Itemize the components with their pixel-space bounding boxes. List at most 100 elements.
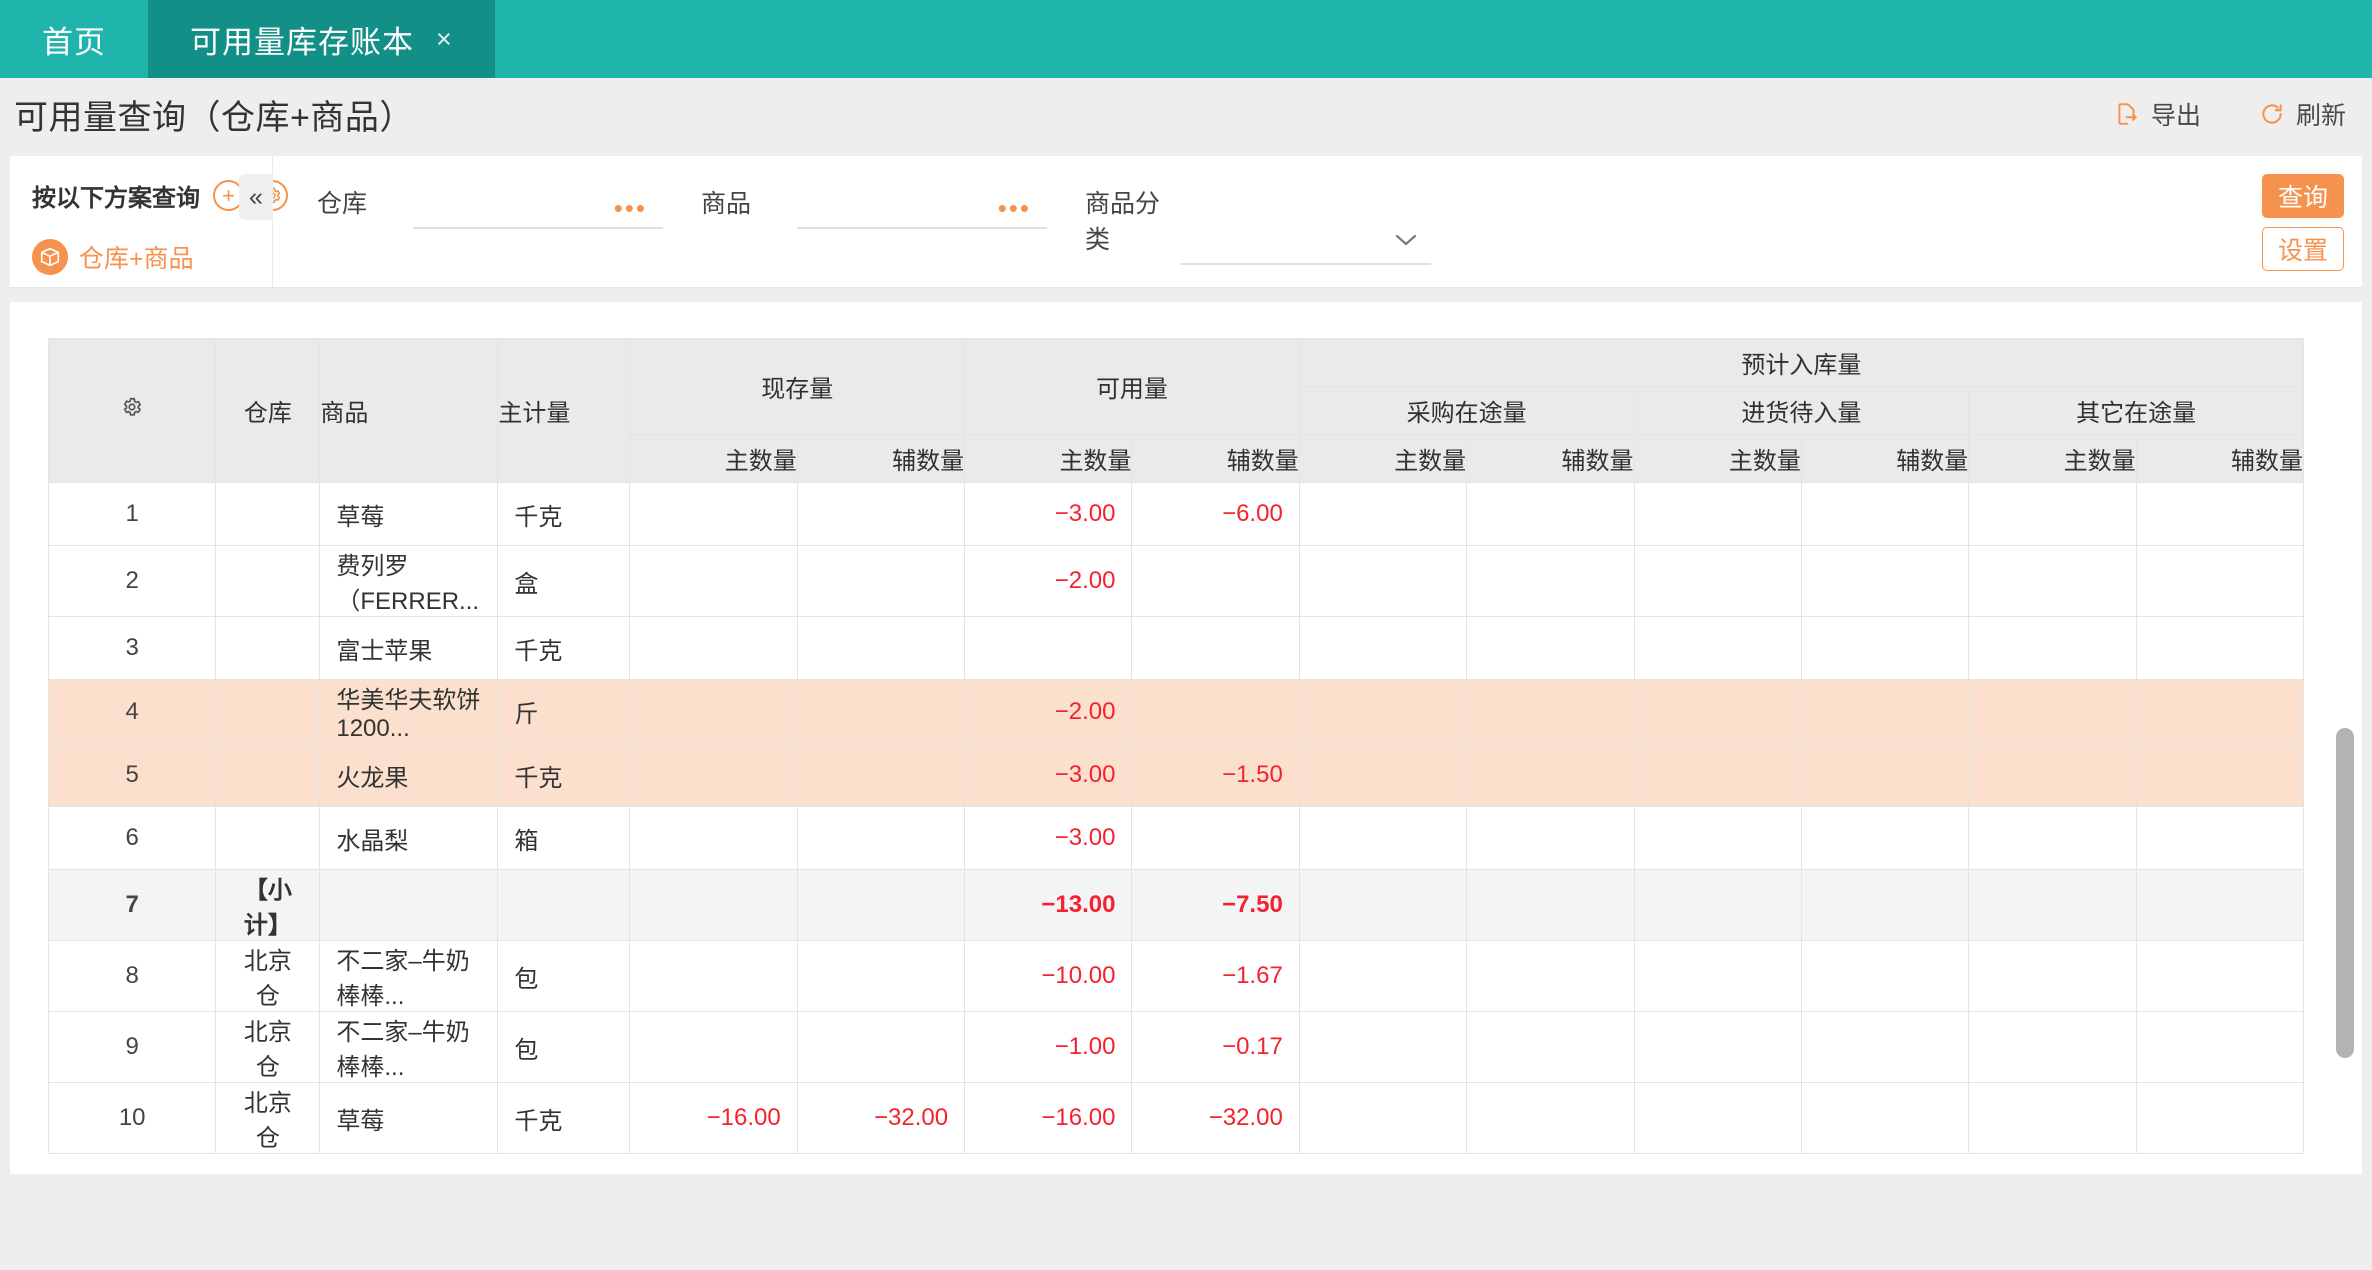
tab-available-stock-ledger[interactable]: 可用量库存账本 ×: [148, 0, 495, 78]
cell-available-aux: −32.00: [1131, 1082, 1300, 1154]
scheme-item-label: 仓库+商品: [79, 245, 194, 273]
cell-onhand-aux: −32.00: [796, 1082, 966, 1154]
th-warehouse[interactable]: 仓库: [215, 338, 321, 483]
filter-product-label: 商品: [701, 190, 752, 218]
th-available-main: 主数量: [964, 434, 1133, 483]
cell-pd: 水晶梨: [319, 806, 499, 870]
cell-wh: 北京仓: [215, 1011, 321, 1083]
cell-available-main: −13.00: [964, 869, 1133, 941]
query-button[interactable]: 查询: [2262, 174, 2344, 218]
export-button[interactable]: 导出: [2114, 96, 2201, 132]
cell-idx: 5: [47, 743, 217, 807]
cell-purchase-transit-aux: [1466, 1011, 1635, 1083]
scheme-panel: 按以下方案查询 + « 仓库+商品: [10, 156, 288, 287]
result-table-scroll[interactable]: 仓库 商品 主计量 现存量 可用量 预计入库量 采购在途量 进货待入量 其它在途…: [10, 302, 2362, 1174]
tab-available-stock-ledger-label: 可用量库存账本: [190, 24, 414, 60]
cell-purchase-transit-aux: [1466, 940, 1635, 1012]
cell-other-transit-main: [1968, 806, 2137, 870]
cell-idx: 1: [47, 482, 217, 546]
page-title: 可用量查询（仓库+商品）: [14, 98, 414, 137]
table-row[interactable]: 9 北京仓 不二家–牛奶棒棒... 包 −1.00 −0.17: [47, 1011, 2305, 1083]
vertical-scrollbar[interactable]: [2336, 728, 2354, 1058]
cell-purchase-transit-main: [1298, 482, 1468, 546]
cell-pending-receipt-main: [1633, 869, 1802, 941]
cell-pd: 草莓: [319, 482, 499, 546]
th-product[interactable]: 商品: [319, 338, 499, 483]
cell-available-main: [964, 616, 1133, 680]
cell-pd: [319, 869, 499, 941]
filter-band: 按以下方案查询 + « 仓库+商品 仓库 •••: [10, 156, 2362, 288]
cell-other-transit-aux: [2135, 1082, 2305, 1154]
cell-wh: 北京仓: [215, 940, 321, 1012]
th-other-transit: 其它在途量: [1968, 386, 2304, 435]
table-row[interactable]: 4 华美华夫软饼1200... 斤 −2.00: [47, 679, 2305, 744]
th-available-aux: 辅数量: [1131, 434, 1300, 483]
cell-purchase-transit-main: [1298, 1011, 1468, 1083]
export-icon: [2114, 101, 2140, 127]
cell-wh: 北京仓: [215, 1082, 321, 1154]
product-more-icon[interactable]: •••: [997, 193, 1031, 223]
cell-available-aux: −6.00: [1131, 482, 1300, 546]
table-row[interactable]: 2 费列罗（FERRER... 盒 −2.00: [47, 545, 2305, 617]
cell-other-transit-aux: [2135, 869, 2305, 941]
cell-uom: [497, 869, 631, 941]
chevron-down-icon[interactable]: [1393, 232, 1419, 253]
cell-other-transit-main: [1968, 743, 2137, 807]
cell-available-aux: [1131, 679, 1300, 744]
scheme-panel-header: 按以下方案查询 +: [32, 178, 288, 213]
cell-pending-receipt-aux: [1800, 940, 1970, 1012]
table-row[interactable]: 1 草莓 千克 −3.00 −6.00: [47, 482, 2305, 546]
settings-button[interactable]: 设置: [2262, 227, 2344, 271]
table-head-row-2: 采购在途量 进货待入量 其它在途量: [49, 386, 2304, 435]
cell-onhand-aux: [796, 869, 966, 941]
export-label: 导出: [2150, 102, 2201, 130]
filter-product-input[interactable]: [797, 187, 1047, 229]
cell-other-transit-main: [1968, 940, 2137, 1012]
cell-pending-receipt-main: [1633, 616, 1802, 680]
cell-available-main: −2.00: [964, 679, 1133, 744]
cell-uom: 斤: [497, 679, 631, 744]
refresh-button[interactable]: 刷新: [2259, 96, 2346, 132]
cell-available-main: −3.00: [964, 806, 1133, 870]
close-icon[interactable]: ×: [436, 23, 453, 54]
cell-pending-receipt-aux: [1800, 806, 1970, 870]
filter-warehouse-input[interactable]: [413, 187, 663, 229]
table-row[interactable]: 3 富士苹果 千克: [47, 616, 2305, 680]
table-row[interactable]: 8 北京仓 不二家–牛奶棒棒... 包 −10.00 −1.67: [47, 940, 2305, 1012]
column-settings-button[interactable]: [47, 338, 217, 483]
cell-uom: 箱: [497, 806, 631, 870]
cell-pending-receipt-main: [1633, 1011, 1802, 1083]
collapse-panel-button[interactable]: «: [239, 174, 273, 220]
cell-wh: 【小计】: [215, 869, 321, 941]
table-row[interactable]: 10 北京仓 草莓 千克 −16.00 −32.00 −16.00 −32.00: [47, 1082, 2305, 1154]
scheme-item-warehouse-product[interactable]: 仓库+商品: [32, 239, 254, 275]
table-body: 1 草莓千克 −3.00 −6.00 2 费列罗（FERRER... 盒 −2.00 3 富士苹果…: [47, 482, 2305, 1154]
cell-onhand-aux: [796, 940, 966, 1012]
cell-idx: 4: [47, 679, 217, 744]
cell-wh: [215, 679, 321, 744]
cell-wh: [215, 545, 321, 617]
cell-other-transit-main: [1968, 545, 2137, 617]
cell-onhand-main: [629, 743, 798, 807]
cell-pending-receipt-main: [1633, 743, 1802, 807]
cell-onhand-aux: [796, 545, 966, 617]
cell-onhand-aux: [796, 616, 966, 680]
cell-other-transit-aux: [2135, 743, 2305, 807]
availability-table: 仓库 商品 主计量 现存量 可用量 预计入库量 采购在途量 进货待入量 其它在途…: [47, 338, 2305, 1154]
th-main-uom[interactable]: 主计量: [497, 338, 631, 483]
cell-pending-receipt-aux: [1800, 869, 1970, 941]
cell-purchase-transit-aux: [1466, 743, 1635, 807]
table-row[interactable]: 7 【小计】 −13.00 −7.50: [47, 869, 2305, 941]
tab-home[interactable]: 首页: [0, 0, 148, 78]
cell-uom: 千克: [497, 616, 631, 680]
table-row[interactable]: 5 火龙果 千克 −3.00 −1.50: [47, 743, 2305, 807]
filter-product-category-input[interactable]: [1181, 223, 1431, 265]
table-head-row-3: 主数量 辅数量 主数量 辅数量 主数量 辅数量 主数量 辅数量 主数量 辅数量: [49, 434, 2305, 483]
refresh-label: 刷新: [2295, 102, 2346, 130]
table-row[interactable]: 6 水晶梨箱 −3.00: [47, 806, 2305, 870]
cell-other-transit-main: [1968, 482, 2137, 546]
warehouse-more-icon[interactable]: •••: [613, 193, 647, 223]
filter-product-category-label: 商品分类: [1085, 190, 1161, 254]
cell-pending-receipt-aux: [1800, 545, 1970, 617]
cell-uom: 盒: [497, 545, 631, 617]
